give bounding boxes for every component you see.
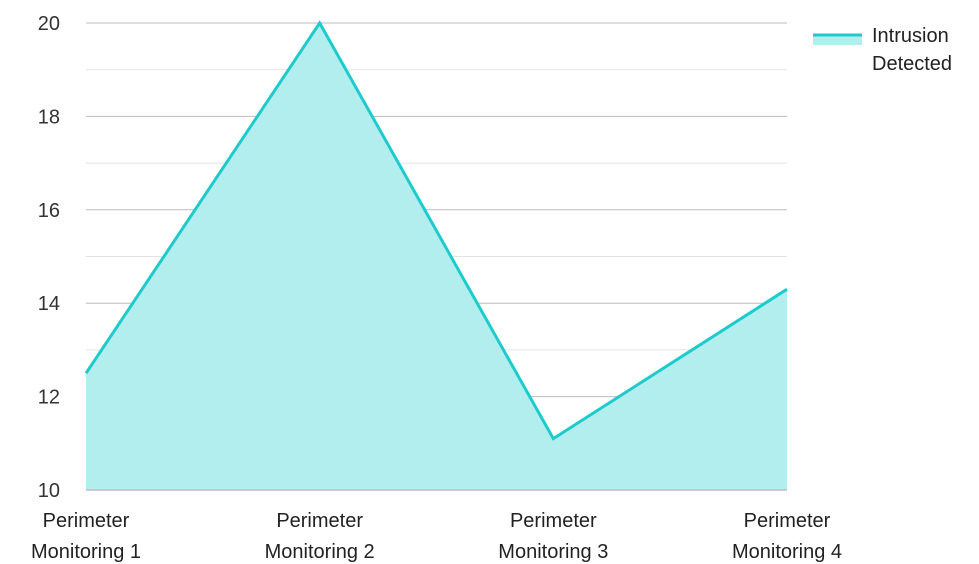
x-category-label: Perimeter Monitoring 4 (732, 510, 842, 563)
y-tick-label: 20 (38, 13, 60, 35)
x-category-label: Perimeter Monitoring 3 (498, 510, 608, 563)
x-category-label: Perimeter Monitoring 2 (265, 510, 375, 563)
y-tick-label: 18 (38, 106, 60, 128)
series-line (84, 20, 788, 441)
y-axis-tick-labels: 10 12 14 16 18 20 (38, 13, 60, 502)
x-category-label: Perimeter Monitoring 1 (31, 510, 141, 563)
y-tick-label: 14 (38, 293, 60, 315)
legend: Intrusion Detected (813, 25, 952, 75)
legend-swatch-fill (813, 35, 862, 45)
y-tick-label: 10 (38, 480, 60, 502)
series-area-fill (86, 23, 787, 490)
x-axis-category-labels: Perimeter Monitoring 1 Perimeter Monitoring… (31, 510, 842, 563)
legend-label: Intrusion Detected (872, 25, 952, 75)
y-tick-label: 16 (38, 200, 60, 222)
y-tick-label: 12 (38, 387, 60, 409)
series-area (84, 20, 788, 490)
